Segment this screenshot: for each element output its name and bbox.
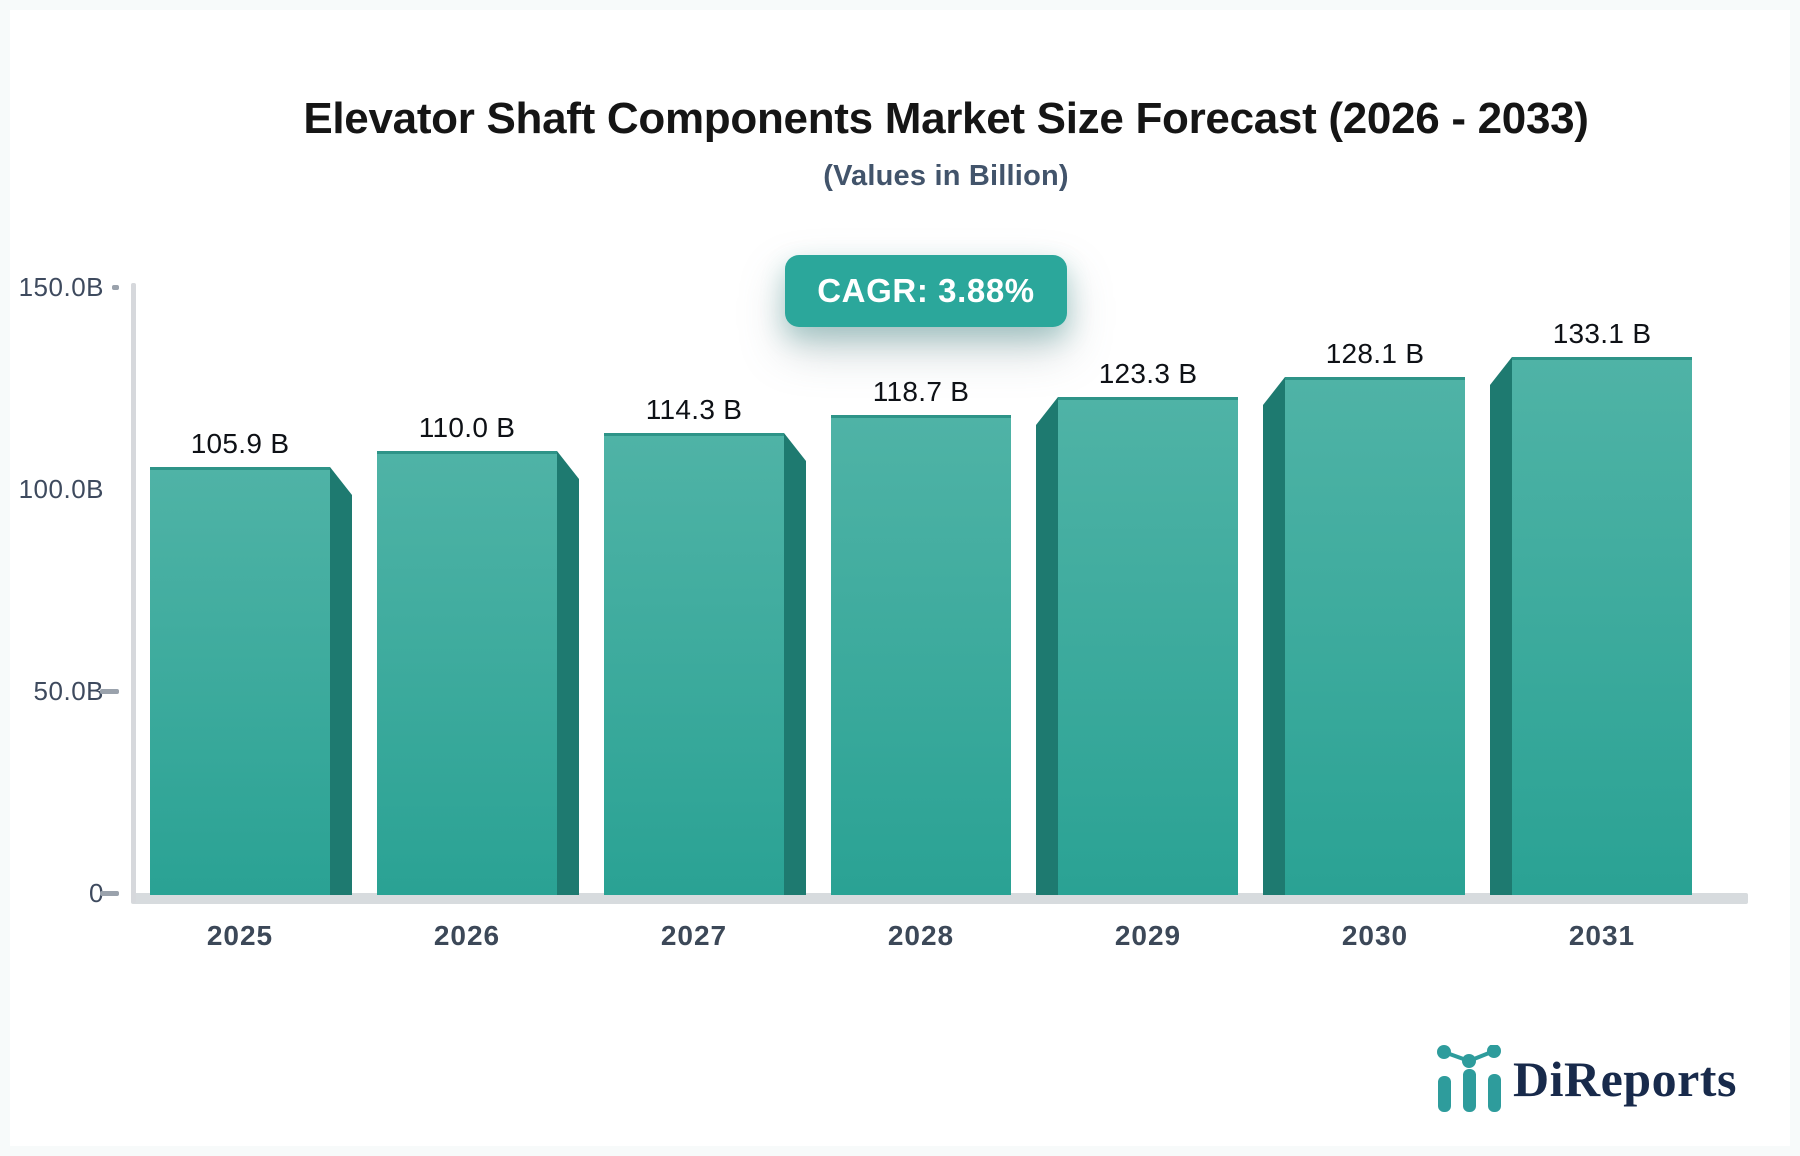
chart-subtitle: (Values in Billion): [823, 160, 1069, 192]
bar-face: [1512, 357, 1692, 895]
chart-header: Elevator Shaft Components Market Size Fo…: [131, 94, 1761, 193]
bar-2025: [150, 467, 352, 895]
bar-3d-side: [557, 451, 579, 895]
bar-face: [377, 451, 557, 895]
bar-2029: [1036, 397, 1238, 895]
bar-3d-side: [1490, 357, 1512, 895]
y-tick-label: 150.0B: [18, 272, 104, 302]
bar-3d-side: [1263, 377, 1285, 895]
bar-value-label: 105.9 B: [190, 428, 290, 459]
y-tick-marker: [100, 891, 119, 896]
bar-value-label: 128.1 B: [1325, 338, 1425, 369]
bar-face: [1285, 377, 1465, 895]
x-axis-label-2031: 2031: [1568, 920, 1636, 951]
x-axis-baseline: [131, 893, 1748, 904]
y-tick-label: 50.0B: [33, 676, 104, 706]
y-axis-line: [131, 283, 136, 903]
x-axis-label-2029: 2029: [1114, 920, 1182, 951]
bar-value-label: 123.3 B: [1098, 358, 1198, 389]
bar-face: [1058, 397, 1238, 895]
bar-2028: [831, 415, 1011, 895]
bar-3d-side: [784, 433, 806, 895]
x-axis-label-2025: 2025: [206, 920, 274, 951]
bar-value-label: 133.1 B: [1552, 318, 1652, 349]
bar-2030: [1263, 377, 1465, 895]
x-axis-label-2030: 2030: [1341, 920, 1409, 951]
x-axis-label-2028: 2028: [887, 920, 955, 951]
bar-chart-trend-icon: [1437, 1045, 1501, 1112]
x-axis-label-2026: 2026: [433, 920, 501, 951]
bar-2031: [1490, 357, 1692, 895]
bar-face: [150, 467, 330, 895]
cagr-badge: CAGR: 3.88%: [785, 255, 1067, 327]
direports-logo-text: DiReports: [1513, 1051, 1737, 1107]
bar-face: [604, 433, 784, 895]
cagr-badge-label: CAGR: 3.88%: [817, 272, 1035, 309]
x-axis-label-2027: 2027: [660, 920, 728, 951]
bar-value-label: 118.7 B: [872, 376, 970, 407]
bar-value-label: 110.0 B: [418, 412, 516, 443]
y-tick-label: 0: [89, 878, 104, 908]
bar-value-label: 114.3 B: [645, 394, 743, 425]
y-tick-marker: [100, 689, 119, 694]
bar-2027: [604, 433, 806, 895]
bar-2026: [377, 451, 579, 895]
y-tick-marker: [112, 285, 119, 290]
chart-title: Elevator Shaft Components Market Size Fo…: [303, 94, 1589, 143]
bar-3d-side: [330, 467, 352, 895]
direports-logo: DiReports: [1437, 1044, 1737, 1114]
bar-face: [831, 415, 1011, 895]
bar-3d-side: [1036, 397, 1058, 895]
y-tick-label: 100.0B: [18, 474, 104, 504]
